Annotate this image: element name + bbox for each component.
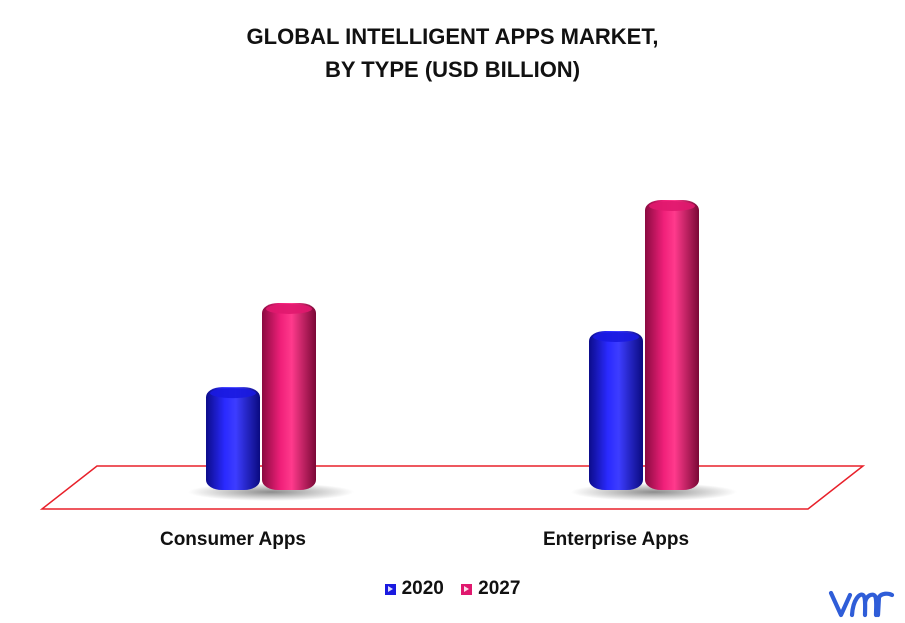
- bar-body: [206, 387, 260, 490]
- bar-cap: [649, 201, 695, 212]
- chart-legend: 2020 2027: [0, 578, 905, 601]
- bar-2027-enterprise-apps: [645, 200, 699, 490]
- chart-title-line-2: BY TYPE (USD BILLION): [324, 57, 581, 82]
- legend-swatch-2020: [384, 583, 396, 595]
- bar-cap: [210, 388, 256, 399]
- bar-2020-enterprise-apps: [589, 331, 643, 490]
- x-tick-label: Enterprise Apps: [543, 529, 689, 550]
- chart-floor: [39, 465, 866, 510]
- bar-cap: [266, 303, 312, 314]
- bar-body: [589, 331, 643, 490]
- legend-item-2027: 2027: [461, 578, 520, 600]
- x-tick-label: Consumer Apps: [160, 529, 306, 550]
- legend-label-2020: 2020: [401, 578, 444, 599]
- bar-2027-consumer-apps: [262, 302, 316, 490]
- chart-title: GLOBAL INTELLIGENT APPS MARKET, BY TYPE …: [0, 20, 905, 86]
- bar-body: [262, 302, 316, 490]
- legend-label-2027: 2027: [478, 578, 521, 599]
- bar-cap: [593, 332, 639, 342]
- chart-title-line-1: GLOBAL INTELLIGENT APPS MARKET,: [246, 24, 659, 49]
- vmr-logo-icon: [828, 590, 895, 618]
- bar-2020-consumer-apps: [206, 387, 260, 490]
- bar-body: [645, 200, 699, 490]
- legend-swatch-2027: [461, 583, 473, 595]
- legend-item-2020: 2020: [384, 578, 444, 600]
